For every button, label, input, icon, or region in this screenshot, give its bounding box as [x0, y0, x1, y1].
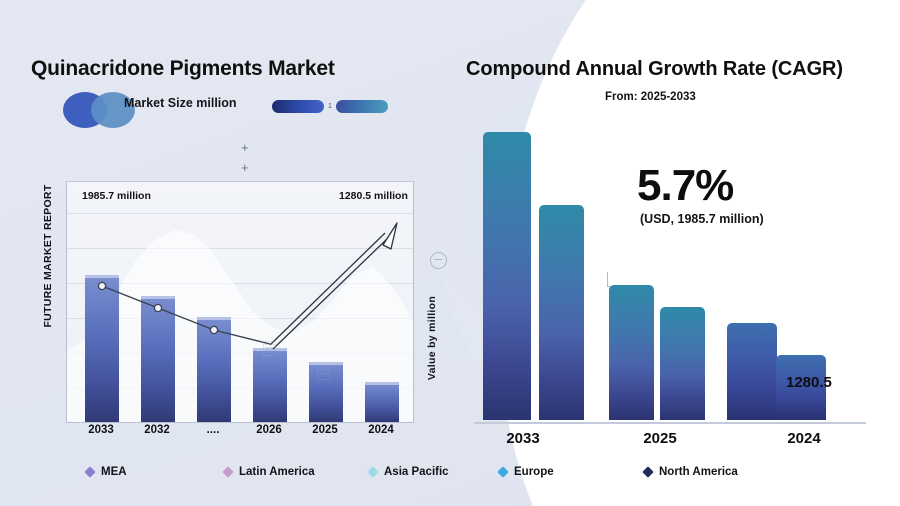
legend-diamond-icon	[84, 466, 96, 478]
bar-2025	[309, 362, 343, 422]
x-label-2: ....	[206, 424, 220, 436]
legend-diamond-icon	[497, 466, 509, 478]
cagr-value: 5.7%	[637, 161, 734, 210]
zoom-out-icon	[430, 252, 447, 269]
legend-label: Asia Pacific	[384, 466, 449, 478]
legend-item-north-america[interactable]: North America	[642, 466, 738, 478]
x-label-3: 2026	[256, 424, 282, 436]
legend-diamond-icon	[367, 466, 379, 478]
gridline	[67, 248, 413, 249]
bar-2033-a	[483, 132, 531, 420]
gridline	[67, 213, 413, 214]
right-panel-subtitle: From: 2025-2033	[605, 91, 696, 103]
legend-diamond-icon	[222, 466, 234, 478]
bar-2024-b	[776, 355, 826, 420]
left-chart-trend-line	[97, 222, 398, 350]
market-size-legend-label: Market Size million	[124, 96, 237, 110]
bar-2032	[141, 296, 175, 422]
bar-2033	[85, 275, 119, 422]
legend-item-asia-pacific[interactable]: Asia Pacific	[367, 466, 499, 478]
left-chart-plot-area	[66, 181, 414, 423]
legend-label: North America	[659, 466, 738, 478]
pill-separator-label: 1	[328, 103, 332, 110]
x-label-2033: 2033	[506, 430, 540, 447]
x-label-5: 2024	[368, 424, 394, 436]
plus-icon-lower: +	[241, 160, 249, 175]
cagr-note: (USD, 1985.7 million)	[640, 212, 764, 226]
watermark-document-icon	[263, 341, 276, 356]
value-label-end: 1280.5 million	[339, 190, 408, 202]
x-label-2024: 2024	[787, 430, 821, 447]
legend-label: Europe	[514, 466, 554, 478]
right-panel-title: Compound Annual Growth Rate (CAGR)	[466, 58, 843, 80]
value-label-start: 1985.7 million	[82, 190, 151, 202]
right-chart-callout-value: 1280.5	[786, 374, 832, 391]
venn-circle-right	[91, 92, 135, 128]
bar-2026	[253, 348, 287, 422]
legend-item-latin-america[interactable]: Latin America	[222, 466, 369, 478]
x-label-4: 2025	[312, 424, 338, 436]
plus-icon-upper: +	[241, 140, 249, 155]
bar-2025-b	[660, 307, 705, 420]
pill-legend-group: 1	[272, 100, 388, 113]
bar-mid	[197, 317, 231, 422]
legend-item-europe[interactable]: Europe	[497, 466, 644, 478]
bar-2033-b	[539, 205, 584, 420]
venn-diagram-icon	[63, 92, 135, 128]
left-panel-title: Quinacridone Pigments Market	[31, 57, 335, 80]
x-label-1: 2032	[144, 424, 170, 436]
chart-legend: MEA Latin America Asia Pacific Europe No…	[84, 466, 738, 478]
x-label-2025: 2025	[643, 430, 677, 447]
legend-label: MEA	[101, 466, 127, 478]
y-axis-label-right: Value by million	[426, 295, 438, 381]
growth-arrow	[269, 222, 398, 350]
y-axis-label-left: FUTURE MARKET REPORT	[42, 184, 54, 328]
right-chart-bars	[470, 120, 880, 420]
gridline	[67, 283, 413, 284]
pill-swatch-dark	[272, 100, 324, 113]
left-chart-bars	[67, 182, 413, 422]
bar-2024-a	[727, 323, 777, 420]
right-chart-baseline	[474, 422, 866, 424]
legend-item-mea[interactable]: MEA	[84, 466, 224, 478]
bar-2024	[365, 382, 399, 422]
x-label-0: 2033	[88, 424, 114, 436]
legend-label: Latin America	[239, 466, 315, 478]
bar-2025-a	[609, 285, 654, 420]
legend-diamond-icon	[642, 466, 654, 478]
left-chart-x-labels: 2033 2032 .... 2026 2025 2024	[66, 424, 412, 444]
watermark-chart-icon	[317, 365, 330, 380]
background-right-edge	[840, 0, 900, 506]
pill-swatch-teal	[335, 100, 388, 113]
